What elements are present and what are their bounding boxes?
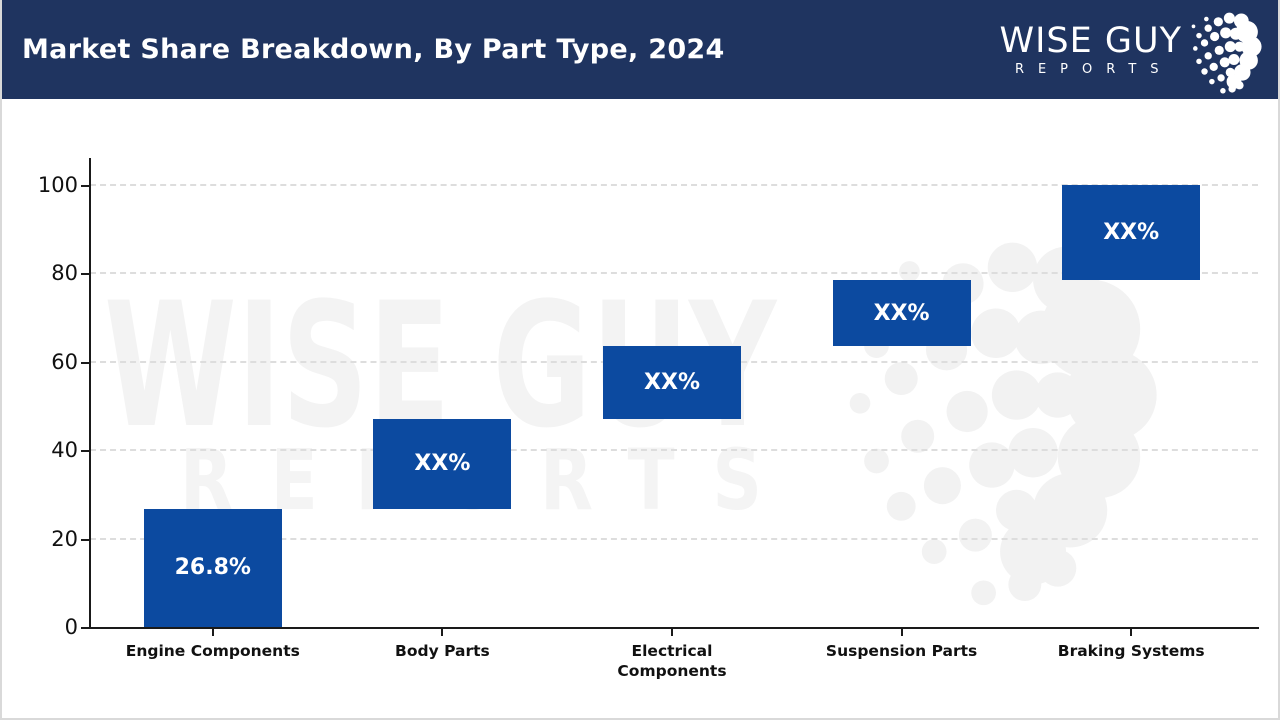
x-tick-mark [671,629,673,636]
gridline [90,272,1258,275]
bar-value-label: XX% [873,300,930,326]
y-tick-mark [81,185,89,187]
logo-text: WISE GUY REPORTS [999,22,1182,77]
bar-electrical-components: XX% [603,346,741,420]
y-tick-label: 100 [37,173,78,197]
x-tick-mark [211,629,214,636]
logo-subtitle: REPORTS [1014,61,1173,77]
gridline [90,537,1258,540]
y-tick-label: 80 [51,261,78,286]
gridline [90,184,1258,186]
x-axis-line [89,627,1259,629]
bar-value-label: 26.8% [174,555,251,581]
logo: WISE GUY REPORTS [999,6,1264,96]
bar-value-label: XX% [414,451,471,477]
y-tick-label: 60 [51,349,78,374]
y-axis-line [89,158,91,629]
y-tick-mark [81,450,89,453]
bar-body-parts: XX% [373,419,512,509]
gridline [90,449,1258,452]
bar-value-label: XX% [644,370,700,396]
x-category-label: Body Parts [395,642,490,660]
dotted-head-logo-icon [1180,8,1264,100]
y-tick-label: 20 [51,526,78,551]
page-title: Market Share Breakdown, By Part Type, 20… [22,34,725,65]
bar-braking-systems: XX% [1062,185,1201,281]
y-tick-label: 0 [64,615,78,639]
y-tick-mark [81,361,89,364]
logo-wordmark: WISE GUY [999,21,1182,61]
x-tick-mark [441,629,444,636]
bar-engine-components: 26.8% [143,508,282,627]
x-tick-mark [900,629,903,636]
x-category-label: Suspension Parts [825,642,978,660]
bar-value-label: XX% [1103,220,1160,245]
y-tick-mark [81,538,89,541]
x-tick-mark [1130,629,1133,636]
x-category-label: Braking Systems [1057,642,1205,660]
header-bar: Market Share Breakdown, By Part Type, 20… [2,0,1278,99]
x-category-label: Electrical Components [617,642,727,681]
y-tick-mark [81,273,89,276]
bar-suspension-parts: XX% [832,280,971,347]
y-tick-mark [81,627,89,629]
y-tick-label: 40 [51,438,78,463]
x-category-label: Engine Components [125,642,300,660]
